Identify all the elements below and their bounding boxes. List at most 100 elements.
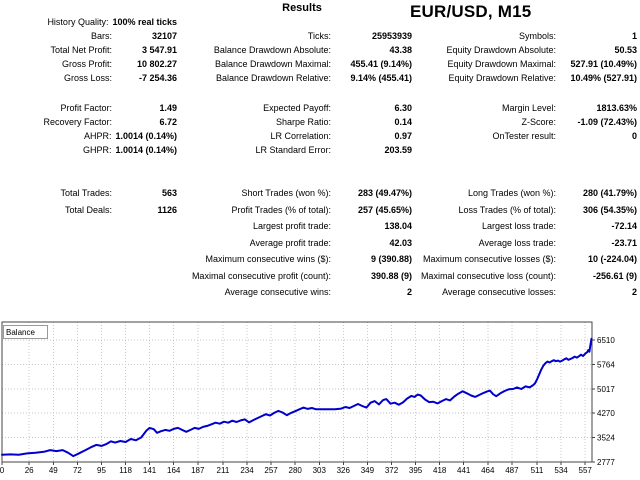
- stat-row: Gross Profit: 10 802.27: [0, 59, 177, 70]
- stat-value: 32107: [151, 31, 177, 41]
- x-tick-label: 280: [289, 466, 303, 475]
- stat-row: Symbols: 1: [420, 31, 637, 42]
- stat-label: Balance Drawdown Maximal:: [214, 59, 331, 69]
- stat-row: Largest loss trade: -72.14: [420, 221, 637, 232]
- stat-value: 563: [161, 188, 177, 198]
- x-tick-label: 326: [337, 466, 351, 475]
- stat-value: 280 (41.79%): [582, 188, 637, 198]
- stat-row: Bars: 32107: [0, 31, 177, 42]
- stat-row: LR Standard Error: 203.59: [180, 145, 412, 156]
- stat-row: Expected Payoff: 6.30: [180, 103, 412, 114]
- stat-value: 203.59: [384, 145, 412, 155]
- stat-value: 10 (-224.04): [587, 254, 637, 264]
- stat-row: Average profit trade: 42.03: [180, 238, 412, 249]
- x-tick-label: 534: [554, 466, 568, 475]
- symbol-period-title: EUR/USD, M15: [410, 2, 532, 21]
- x-tick-label: 72: [73, 466, 82, 475]
- plot-border: [1, 321, 593, 463]
- stat-value: 257 (45.65%): [357, 204, 412, 215]
- stat-row: Maximum consecutive wins ($): 9 (390.88): [180, 254, 412, 265]
- stat-value: 9 (390.88): [370, 254, 412, 264]
- stat-value: 2: [406, 287, 412, 297]
- stat-label: Sharpe Ratio:: [275, 117, 331, 127]
- stat-row: AHPR: 1.0014 (0.14%): [0, 131, 177, 142]
- stat-value: 1: [631, 31, 637, 41]
- x-tick-label: 372: [385, 466, 399, 475]
- stat-label: Largest profit trade:: [252, 221, 331, 231]
- stat-label: Equity Drawdown Absolute:: [446, 45, 556, 55]
- stat-label: Maximal consecutive loss (count):: [420, 270, 556, 281]
- stat-value: 1.0014 (0.14%): [115, 131, 177, 141]
- results-title: Results: [282, 2, 322, 14]
- stat-label: Maximum consecutive wins ($):: [205, 254, 331, 264]
- stat-row: History Quality: 100% real ticks: [0, 17, 177, 28]
- balance-line: [1, 337, 593, 458]
- stat-value: 1.0014 (0.14%): [115, 145, 177, 155]
- stat-label: Average profit trade:: [249, 237, 331, 248]
- stat-value: 1813.63%: [596, 103, 637, 113]
- x-tick-label: 118: [119, 466, 132, 475]
- stat-value: 1126: [157, 204, 177, 215]
- x-tick-label: 487: [505, 466, 519, 475]
- stat-value: -7 254.36: [138, 73, 177, 83]
- stat-row: Sharpe Ratio: 0.14: [180, 117, 412, 128]
- stat-label: Average loss trade:: [478, 237, 556, 248]
- stat-value: 390.88 (9): [370, 270, 412, 281]
- stat-label: Margin Level:: [501, 103, 556, 113]
- stat-value: 3 547.91: [141, 45, 177, 55]
- stat-row: Largest profit trade: 138.04: [180, 221, 412, 232]
- stat-row: Gross Loss: -7 254.36: [0, 73, 177, 84]
- stat-label: Ticks:: [307, 31, 331, 41]
- stat-label: Equity Drawdown Maximal:: [447, 59, 556, 69]
- stat-row: Short Trades (won %): 283 (49.47%): [180, 188, 412, 199]
- stat-value: 2: [631, 287, 637, 297]
- stat-row: Total Net Profit: 3 547.91: [0, 45, 177, 56]
- stat-row: Recovery Factor: 6.72: [0, 117, 177, 128]
- stat-row: Total Deals: 1126: [0, 205, 177, 216]
- stat-row: Equity Drawdown Relative: 10.49% (527.91): [420, 73, 637, 84]
- stat-row: Loss Trades (% of total): 306 (54.35%): [420, 205, 637, 216]
- stat-label: Long Trades (won %):: [467, 188, 556, 198]
- stat-row: Maximal consecutive loss (count): -256.61…: [420, 271, 637, 282]
- stat-value: 283 (49.47%): [357, 188, 412, 198]
- legend-label: Balance: [6, 328, 35, 337]
- x-tick-label: 95: [97, 466, 106, 475]
- stat-label: Profit Trades (% of total):: [231, 204, 331, 215]
- stat-label: Total Deals:: [64, 204, 112, 215]
- x-tick-label: 234: [240, 466, 254, 475]
- stat-row: Long Trades (won %): 280 (41.79%): [420, 188, 637, 199]
- stat-row: Profit Trades (% of total): 257 (45.65%): [180, 205, 412, 216]
- stat-label: Recovery Factor:: [43, 117, 112, 127]
- stat-label: Equity Drawdown Relative:: [448, 73, 556, 83]
- stat-label: Z-Score:: [521, 117, 556, 127]
- stat-label: Average consecutive losses:: [442, 287, 556, 297]
- x-tick-label: 418: [433, 466, 447, 475]
- stat-row: Balance Drawdown Absolute: 43.38: [180, 45, 412, 56]
- stat-label: AHPR:: [83, 131, 112, 141]
- stat-row: Maximal consecutive profit (count): 390.8…: [180, 271, 412, 282]
- x-tick-label: 187: [191, 466, 205, 475]
- y-tick-label: 5017: [597, 385, 615, 394]
- x-tick-label: 441: [457, 466, 471, 475]
- balance-chart: 0 26 49 72 95 118 141 164 187 211 234 257 280 303 326 3…: [0, 321, 615, 475]
- x-tick-label: 257: [264, 466, 278, 475]
- x-tick-label: 141: [143, 466, 157, 475]
- stat-label: Average consecutive wins:: [224, 287, 331, 297]
- stat-label: Gross Loss:: [63, 73, 112, 83]
- stat-label: Maximum consecutive losses ($):: [422, 254, 556, 264]
- stat-label: LR Standard Error:: [255, 145, 331, 155]
- stat-row: Equity Drawdown Absolute: 50.53: [420, 45, 637, 56]
- x-tick-label: 0: [0, 466, 5, 475]
- stat-value: 6.72: [159, 117, 177, 127]
- stat-row: Balance Drawdown Maximal: 455.41 (9.14%): [180, 59, 412, 70]
- stat-row: Z-Score: -1.09 (72.43%): [420, 117, 637, 128]
- stat-value: 10.49% (527.91): [570, 73, 637, 83]
- y-tick-label: 2777: [597, 458, 615, 467]
- stat-value: 306 (54.35%): [582, 204, 637, 215]
- stat-label: Expected Payoff:: [263, 103, 331, 113]
- stat-value: 10 802.27: [136, 59, 177, 69]
- stat-label: Bars:: [90, 31, 112, 41]
- stat-value: -256.61 (9): [592, 270, 637, 281]
- stat-label: Loss Trades (% of total):: [458, 204, 556, 215]
- stat-row: Balance Drawdown Relative: 9.14% (455.41): [180, 73, 412, 84]
